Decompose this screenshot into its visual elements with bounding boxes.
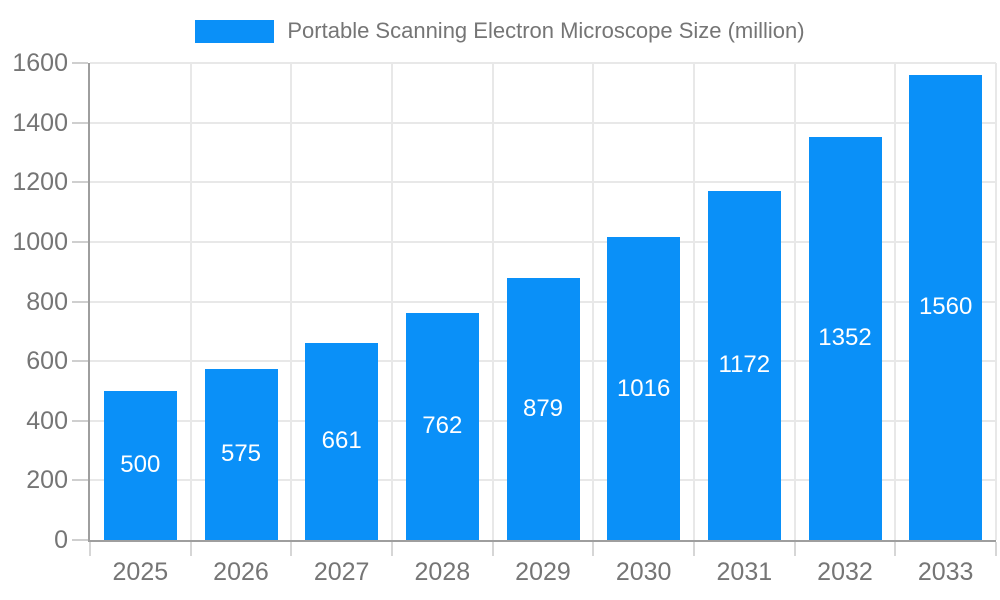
x-axis-tick [89, 542, 91, 556]
y-axis-label: 400 [26, 406, 68, 435]
gridline-vertical [391, 63, 393, 540]
bar[interactable]: 1016 [607, 237, 681, 540]
bar-value-label: 1172 [718, 351, 771, 379]
y-axis-label: 200 [26, 466, 68, 495]
bar-value-label: 1352 [818, 324, 872, 352]
gridline-vertical [290, 63, 293, 540]
gridline-horizontal [90, 121, 996, 124]
legend-swatch [195, 19, 275, 43]
x-axis-label: 2033 [917, 558, 974, 586]
x-axis-label: 2026 [213, 558, 269, 586]
x-axis-label: 2025 [112, 558, 169, 586]
x-axis-label: 2031 [716, 558, 773, 586]
gridline-vertical [189, 63, 192, 540]
y-axis-tick [72, 121, 88, 124]
gridline-horizontal [90, 62, 996, 64]
bar[interactable]: 661 [305, 342, 379, 540]
bar-value-label: 1016 [616, 374, 671, 402]
bar-value-label: 879 [522, 394, 564, 422]
gridline-vertical [894, 63, 897, 540]
bar-value-label: 500 [120, 451, 161, 479]
y-axis-label: 0 [54, 526, 68, 554]
bar[interactable]: 762 [405, 312, 479, 540]
gridline-vertical [491, 63, 494, 540]
x-axis-tick [793, 542, 796, 556]
x-axis-label: 2028 [414, 558, 471, 586]
bar-value-label: 762 [422, 412, 463, 440]
x-axis-tick [290, 542, 293, 556]
plot-area: 0 200 400 600 800 1000 1200 1400 1600 2025 2026 202… [12, 49, 997, 586]
bar[interactable]: 575 [204, 368, 278, 540]
gridline-vertical [995, 63, 997, 540]
y-axis-label: 600 [26, 347, 68, 376]
bar-value-label: 661 [321, 427, 362, 455]
x-axis-label: 2030 [615, 558, 672, 586]
y-axis-label: 800 [26, 287, 68, 316]
x-axis-tick [995, 542, 997, 556]
y-axis-tick [72, 539, 88, 541]
chart-title: Portable Scanning Electron Microscope Si… [287, 18, 805, 43]
gridline-horizontal [90, 181, 996, 184]
gridline-vertical [793, 63, 796, 540]
bar[interactable]: 500 [103, 390, 177, 540]
y-axis-label: 1600 [12, 49, 68, 77]
y-axis-label: 1400 [12, 108, 68, 137]
x-axis-tick [391, 542, 393, 556]
bar-value-label: 1560 [918, 293, 973, 321]
y-axis-tick [72, 62, 88, 64]
bar[interactable]: 879 [506, 277, 580, 540]
y-axis-tick [72, 419, 88, 422]
x-axis-label: 2032 [817, 558, 873, 586]
bar[interactable]: 1560 [909, 74, 983, 540]
y-axis-tick [72, 360, 88, 363]
x-axis-tick [894, 542, 897, 556]
y-axis-label: 1000 [12, 227, 68, 256]
bar-value-label: 575 [220, 440, 262, 468]
x-axis-tick [491, 542, 494, 556]
gridline-vertical [693, 63, 695, 540]
bar[interactable]: 1352 [808, 136, 882, 540]
y-axis-tick [72, 300, 88, 303]
x-axis-label: 2029 [515, 558, 571, 586]
y-axis-tick [72, 479, 88, 482]
x-axis-label: 2027 [313, 558, 370, 586]
x-axis-tick [693, 542, 695, 556]
gridline-vertical [592, 63, 595, 540]
y-axis-tick [72, 240, 88, 243]
x-axis-tick [189, 542, 192, 556]
y-axis-label: 1200 [12, 168, 68, 197]
bar[interactable]: 1172 [707, 190, 781, 540]
legend-item[interactable]: Portable Scanning Electron Microscope Si… [0, 13, 1000, 49]
x-axis-tick [592, 542, 595, 556]
y-axis-tick [72, 181, 88, 184]
gridline-horizontal [90, 240, 996, 243]
